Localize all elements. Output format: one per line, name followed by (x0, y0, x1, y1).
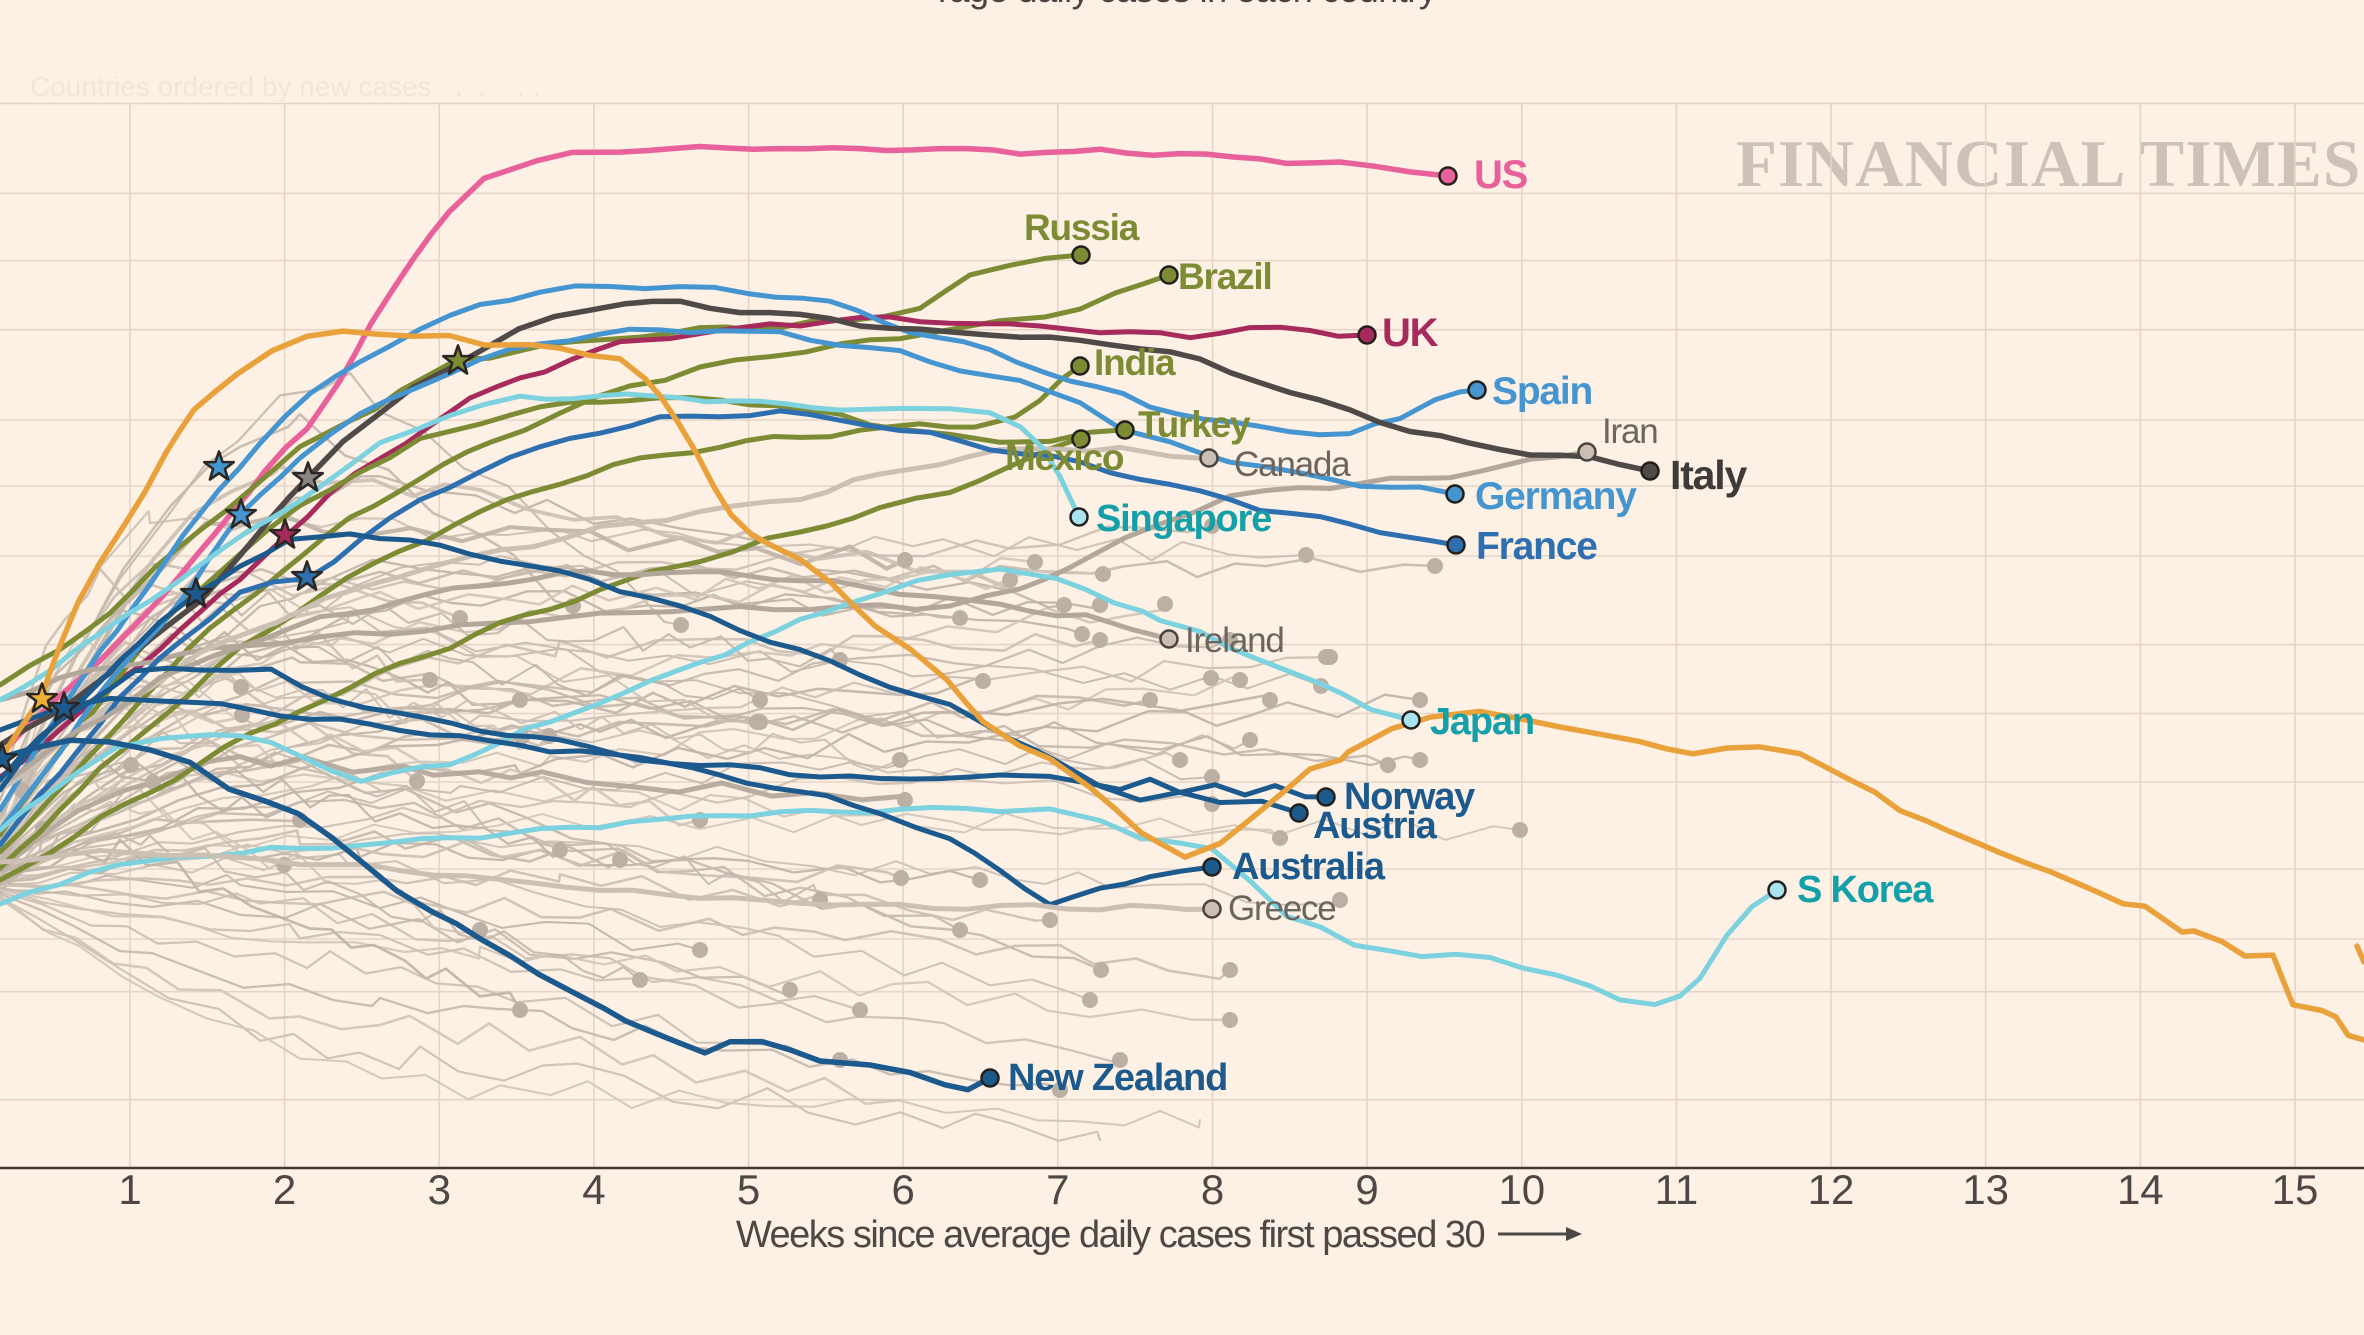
svg-text:Italy: Italy (1670, 452, 1747, 498)
svg-text:Iran: Iran (1602, 412, 1658, 451)
svg-text:Austria: Austria (1313, 805, 1438, 847)
svg-text:13: 13 (1962, 1166, 2009, 1213)
svg-text:8: 8 (1201, 1166, 1224, 1213)
svg-text:Germany: Germany (1475, 475, 1637, 518)
svg-text:S Korea: S Korea (1797, 869, 1934, 911)
svg-text:Australia: Australia (1232, 846, 1386, 888)
svg-text:1: 1 (118, 1166, 141, 1213)
svg-text:10: 10 (1498, 1166, 1545, 1213)
svg-text:New Zealand: New Zealand (1008, 1057, 1227, 1099)
svg-text:France: France (1476, 525, 1597, 568)
svg-text:12: 12 (1808, 1166, 1855, 1213)
svg-text:2: 2 (273, 1166, 296, 1213)
svg-text:Ireland: Ireland (1185, 621, 1284, 660)
svg-text:Mexico: Mexico (1005, 437, 1124, 478)
svg-text:6: 6 (892, 1166, 915, 1213)
svg-text:4: 4 (582, 1166, 605, 1213)
svg-text:Greece: Greece (1228, 889, 1336, 928)
svg-text:14: 14 (2117, 1166, 2164, 1213)
svg-text:9: 9 (1355, 1166, 1378, 1213)
svg-text:Norway: Norway (1344, 776, 1475, 818)
svg-text:11: 11 (1655, 1166, 1699, 1213)
svg-text:rage daily cases in each count: rage daily cases in each country (938, 0, 1437, 10)
svg-text:US: US (1474, 153, 1528, 197)
svg-text:UK: UK (1382, 311, 1439, 355)
svg-text:Weeks since average daily case: Weeks since average daily cases first pa… (736, 1214, 1485, 1256)
svg-text:5: 5 (737, 1166, 760, 1213)
svg-text:7: 7 (1046, 1166, 1069, 1213)
svg-text:Singapore: Singapore (1096, 498, 1271, 540)
svg-text:15: 15 (2272, 1166, 2319, 1213)
svg-text:3: 3 (428, 1166, 451, 1213)
svg-text:Canada: Canada (1234, 445, 1351, 484)
svg-text:Japan: Japan (1430, 701, 1534, 743)
svg-text:Brazil: Brazil (1178, 256, 1272, 297)
svg-text:Russia: Russia (1024, 207, 1140, 248)
svg-text:Countries ordered by new cases: Countries ordered by new cases . . . . (30, 71, 540, 102)
svg-text:Spain: Spain (1492, 370, 1592, 413)
svg-text:Turkey: Turkey (1138, 404, 1251, 445)
svg-text:India: India (1094, 342, 1176, 383)
svg-text:FINANCIAL TIMES: FINANCIAL TIMES (1736, 127, 2361, 201)
